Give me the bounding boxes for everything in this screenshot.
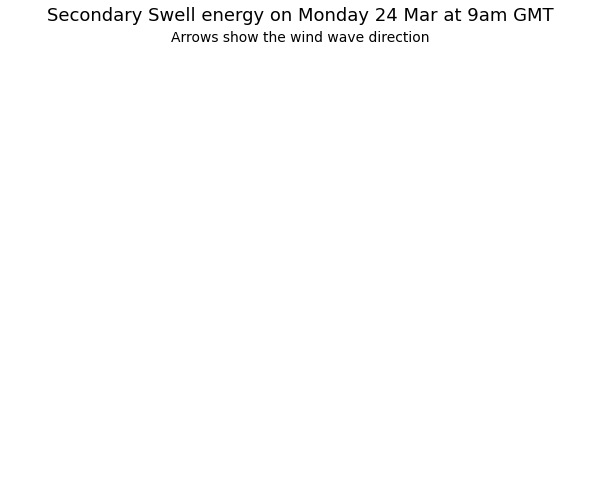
Text: Arrows show the wind wave direction: Arrows show the wind wave direction xyxy=(171,31,430,45)
Text: Secondary Swell energy on Monday 24 Mar at 9am GMT: Secondary Swell energy on Monday 24 Mar … xyxy=(47,7,554,24)
